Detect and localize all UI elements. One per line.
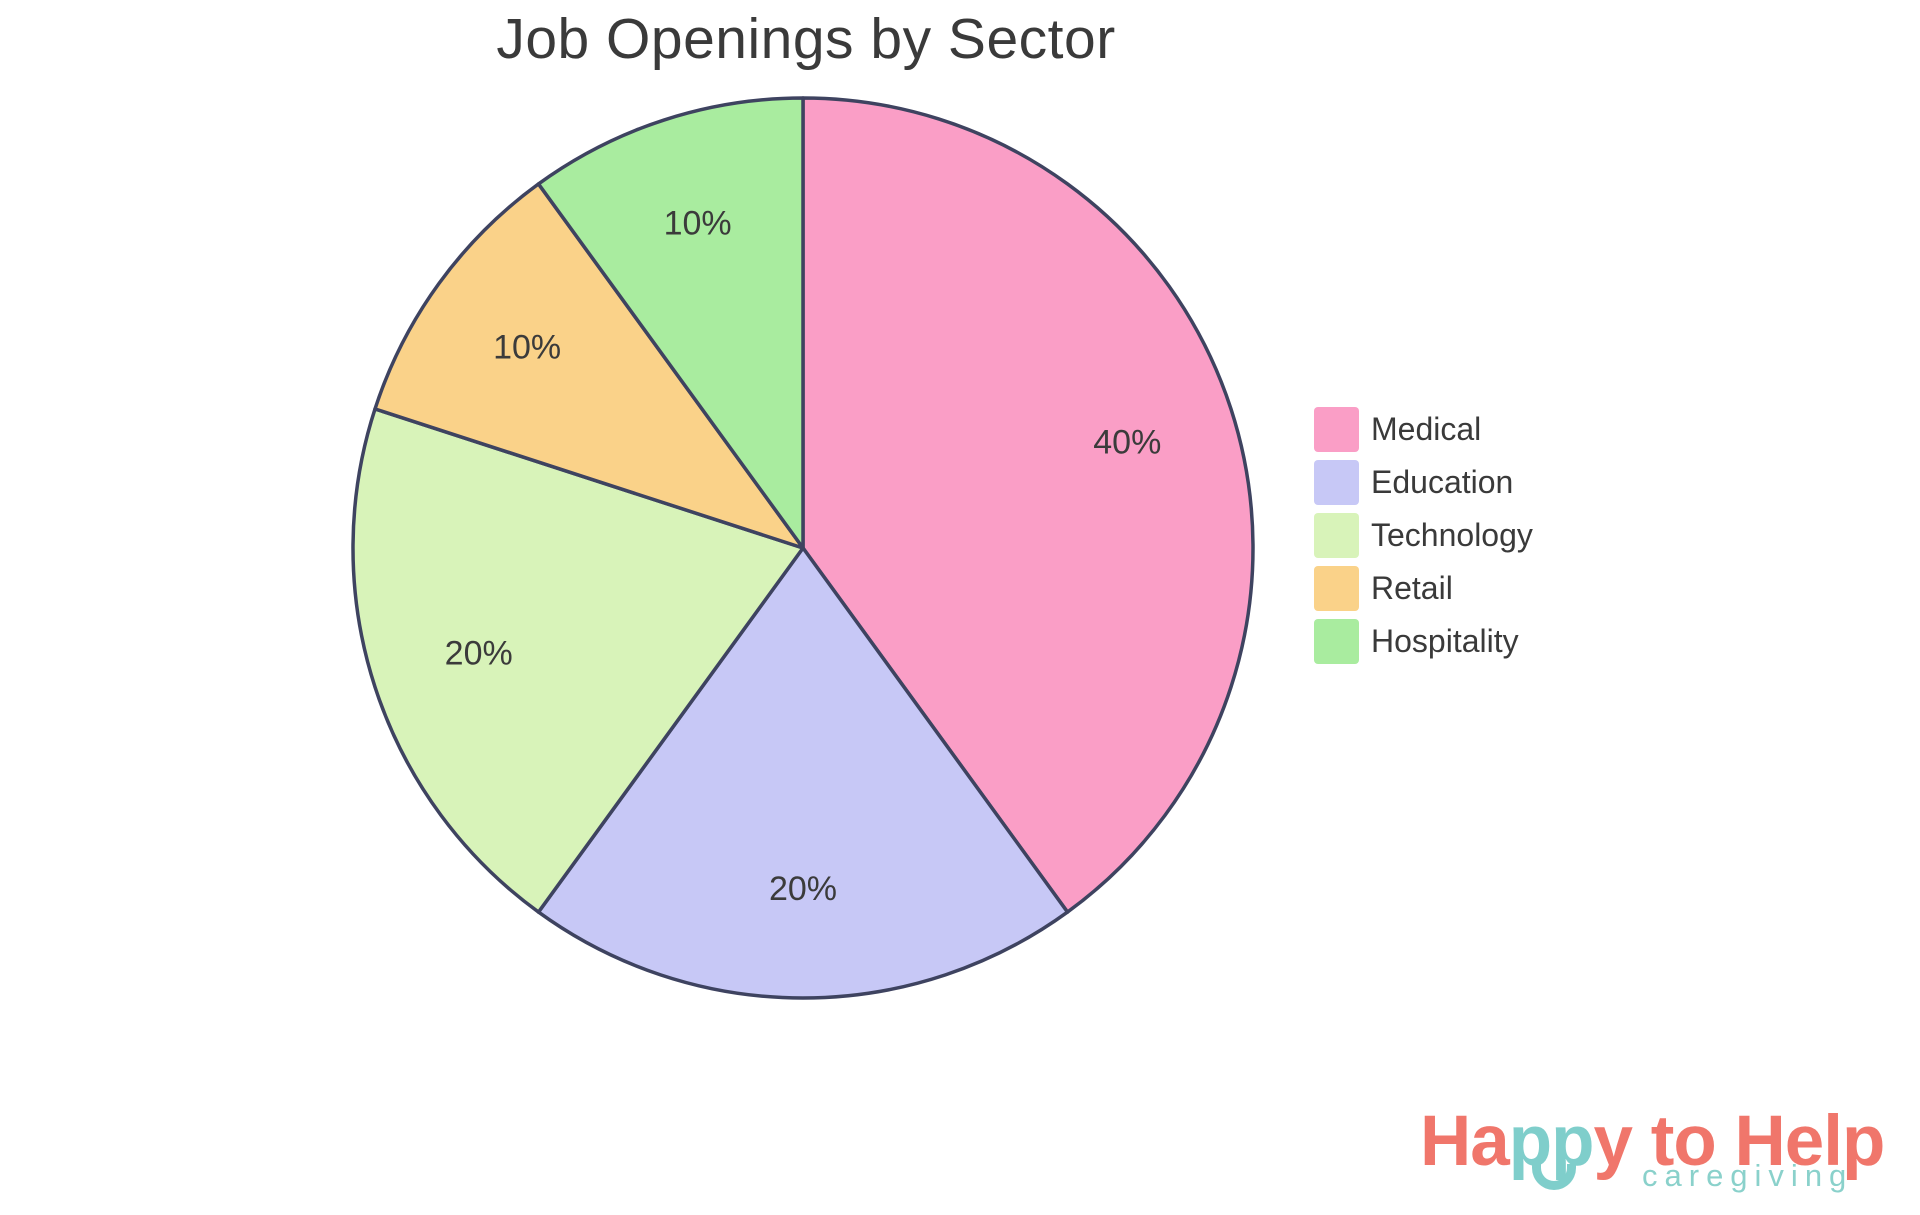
legend-item-retail: Retail — [1314, 565, 1533, 611]
smile-icon — [1532, 1164, 1576, 1190]
legend-swatch-medical — [1314, 406, 1359, 452]
legend-swatch-retail — [1314, 565, 1359, 611]
legend-swatch-education — [1314, 459, 1359, 505]
legend-item-hospitality: Hospitality — [1314, 618, 1533, 664]
pie-slice-education — [536, 546, 1070, 1000]
pie-percent-label-education: 20% — [769, 870, 837, 908]
pie-percent-label-technology: 20% — [445, 634, 513, 672]
legend-label: Retail — [1371, 569, 1453, 606]
logo-text-pre: Ha — [1420, 1102, 1510, 1181]
chart-title: Job Openings by Sector — [496, 7, 1116, 71]
pie-slice-medical — [801, 96, 1255, 914]
legend: Medical Education Technology Retail Hosp… — [1314, 406, 1533, 664]
legend-label: Education — [1371, 463, 1514, 500]
legend-item-education: Education — [1314, 459, 1533, 505]
logo-text-post: y to Help — [1593, 1102, 1886, 1181]
legend-label: Technology — [1371, 516, 1533, 553]
legend-swatch-hospitality — [1314, 618, 1359, 664]
legend-item-technology: Technology — [1314, 512, 1533, 558]
logo-subtitle: caregiving — [1642, 1158, 1854, 1193]
pie-percent-label-retail: 10% — [493, 328, 561, 366]
logo-wordmark: Happy to Help — [1420, 1106, 1885, 1177]
pie-slice-retail — [373, 182, 805, 550]
legend-item-medical: Medical — [1314, 406, 1533, 452]
happy-to-help-logo: Happy to Help caregiving — [1420, 1106, 1890, 1206]
pie-slice-technology — [351, 407, 805, 914]
legend-label: Hospitality — [1371, 622, 1519, 659]
pie-slice-hospitality — [536, 96, 805, 550]
pie-percent-label-medical: 40% — [1093, 423, 1161, 461]
legend-label: Medical — [1371, 410, 1482, 447]
legend-swatch-technology — [1314, 512, 1359, 558]
pie-percent-label-hospitality: 10% — [664, 205, 732, 243]
